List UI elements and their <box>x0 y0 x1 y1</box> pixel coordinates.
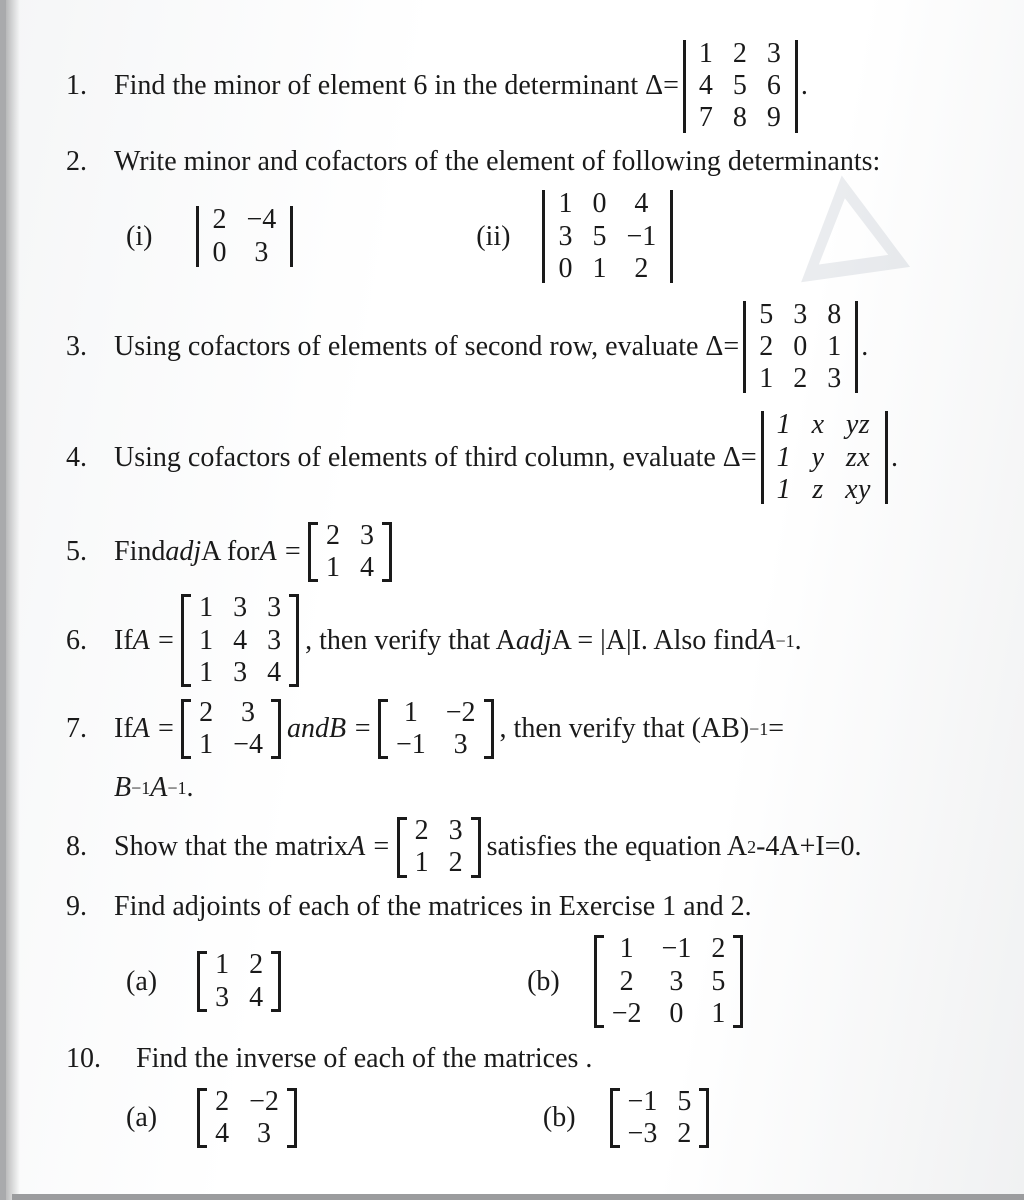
q7-Ainv: −1 <box>167 776 186 800</box>
q1-tail: . <box>801 67 808 105</box>
q10-number: 10. <box>66 1040 136 1078</box>
q7-expd: −1 <box>749 717 768 741</box>
q4-number: 4. <box>66 439 114 477</box>
q5-eq: A = <box>259 533 302 571</box>
q10-b-matrix: −1−352 <box>604 1086 716 1150</box>
q7-eqA: A = <box>133 710 176 748</box>
q2-number: 2. <box>66 143 114 181</box>
question-1: 1. Find the minor of element 6 in the de… <box>66 38 984 135</box>
q7-Binv: −1 <box>131 776 150 800</box>
q3-determinant: 521302813 <box>739 299 861 396</box>
q9-parts: (a) 1324 (b) 12−2−130251 <box>126 933 984 1030</box>
q1-text: Find the minor of element 6 in the deter… <box>114 67 679 105</box>
q2-ii-label: (ii) <box>476 221 510 253</box>
q2-ii-determinant: 1300514−12 <box>538 188 676 285</box>
question-2: 2. Write minor and cofactors of the elem… <box>66 143 984 181</box>
q10-parts: (a) 24−23 (b) −1−352 <box>126 1086 984 1150</box>
q7-text-a: If <box>114 710 133 748</box>
q6-A: A <box>758 622 775 660</box>
question-4: 4. Using cofactors of elements of third … <box>66 409 984 506</box>
q7-text-c: , then verify that (AB) <box>500 710 750 748</box>
q9-b-matrix: 12−2−130251 <box>588 933 750 1030</box>
q9-a-matrix: 1324 <box>191 949 287 1013</box>
q7-text-e: = <box>768 710 784 748</box>
q7-A2: A <box>150 769 167 807</box>
q9-text: Find adjoints of each of the matrices in… <box>114 888 752 926</box>
q8-eq: A = <box>348 828 391 866</box>
q3-number: 3. <box>66 328 114 366</box>
q5-number: 5. <box>66 533 114 571</box>
question-7: 7. If A = 213−4 and B = 1−1−23 , then ve… <box>66 697 984 761</box>
q5-text-a: Find <box>114 533 165 571</box>
q7-text-b: and <box>287 710 329 748</box>
q1-number: 1. <box>66 67 114 105</box>
q2-text: Write minor and cofactors of the element… <box>114 143 880 181</box>
q3-tail: . <box>861 328 868 366</box>
q6-text-a: If <box>114 622 133 660</box>
question-6: 6. If A = 111343334 , then verify that A… <box>66 592 984 689</box>
q3-text: Using cofactors of elements of second ro… <box>114 328 739 366</box>
question-3: 3. Using cofactors of elements of second… <box>66 299 984 396</box>
q4-text: Using cofactors of elements of third col… <box>114 439 757 477</box>
q7-eqB: B = <box>329 710 372 748</box>
q9-a-label: (a) <box>126 966 157 998</box>
q10-text: Find the inverse of each of the matrices… <box>136 1040 592 1078</box>
q4-determinant: 111xyzyzzxxy <box>757 409 891 506</box>
q4-tail: . <box>891 439 898 477</box>
q7-matA: 213−4 <box>175 697 287 761</box>
question-7-line2: B −1 A −1 . <box>114 769 984 807</box>
q2-parts: (i) 20−43 (ii) 1300514−12 <box>126 188 984 285</box>
question-10: 10. Find the inverse of each of the matr… <box>66 1040 984 1078</box>
q8-text-b: satisfies the equation A <box>487 828 748 866</box>
q7-matB: 1−1−23 <box>372 697 500 761</box>
q10-b-label: (b) <box>543 1102 576 1134</box>
question-5: 5. Find adj A for A = 2134 <box>66 520 984 584</box>
q6-tail: . <box>795 622 802 660</box>
question-8: 8. Show that the matrix A = 2132 satisfi… <box>66 815 984 879</box>
q1-determinant: 147258369 <box>679 38 801 135</box>
q6-text-d: A = |A|I. Also find <box>552 622 759 660</box>
q5-text-c: A for <box>201 533 259 571</box>
q8-matrix: 2132 <box>391 815 487 879</box>
q10-a-label: (a) <box>126 1102 157 1134</box>
q9-b-label: (b) <box>527 966 560 998</box>
q7-B: B <box>114 769 131 807</box>
q7-number: 7. <box>66 710 114 748</box>
q6-adj: adj <box>516 622 552 660</box>
q6-matrix: 111343334 <box>175 592 305 689</box>
q6-text-b: , then verify that A <box>305 622 516 660</box>
q7-period: . <box>187 769 194 807</box>
q2-i-determinant: 20−43 <box>192 204 296 268</box>
q6-inv: −1 <box>775 629 794 653</box>
page: 1. Find the minor of element 6 in the de… <box>0 0 1024 1200</box>
q5-matrix: 2134 <box>302 520 398 584</box>
q9-number: 9. <box>66 888 114 926</box>
q6-number: 6. <box>66 622 114 660</box>
q2-i-label: (i) <box>126 221 152 253</box>
q8-text-a: Show that the matrix <box>114 828 348 866</box>
q8-sq: 2 <box>747 835 756 859</box>
question-9: 9. Find adjoints of each of the matrices… <box>66 888 984 926</box>
q6-eq: A = <box>133 622 176 660</box>
q5-adj: adj <box>165 533 201 571</box>
q10-a-matrix: 24−23 <box>191 1086 303 1150</box>
q8-number: 8. <box>66 828 114 866</box>
q8-text-c: -4A+I=0. <box>756 828 861 866</box>
